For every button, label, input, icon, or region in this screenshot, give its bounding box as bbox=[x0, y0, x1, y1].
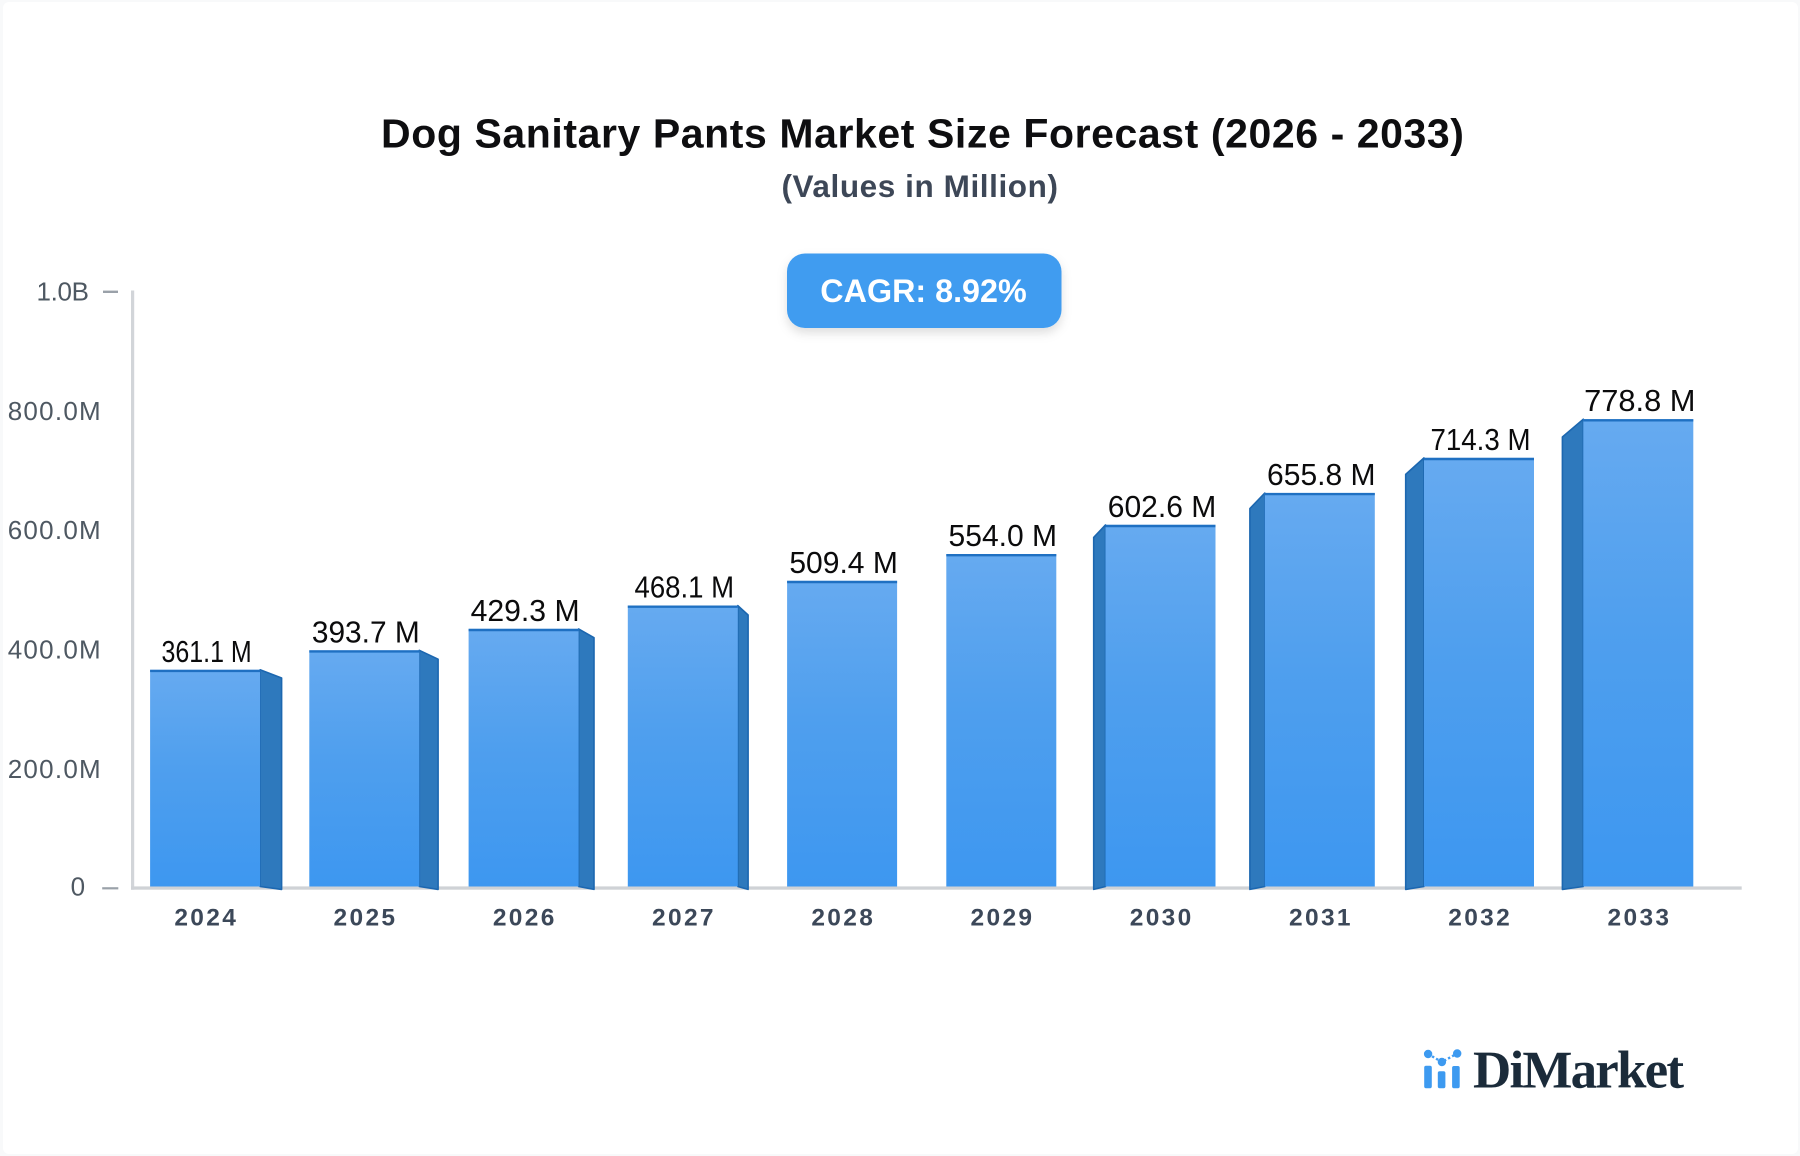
svg-text:393.7 M: 393.7 M bbox=[312, 614, 420, 649]
svg-text:554.0 M: 554.0 M bbox=[949, 518, 1058, 553]
svg-text:2029: 2029 bbox=[971, 905, 1033, 932]
svg-text:400.0M: 400.0M bbox=[8, 635, 101, 665]
svg-text:468.1 M: 468.1 M bbox=[635, 570, 735, 605]
svg-text:778.8 M: 778.8 M bbox=[1584, 383, 1695, 418]
svg-text:2032: 2032 bbox=[1448, 905, 1510, 932]
svg-text:2028: 2028 bbox=[811, 905, 873, 932]
svg-text:1.0B: 1.0B bbox=[37, 276, 90, 306]
svg-text:600.0M: 600.0M bbox=[8, 515, 101, 545]
svg-text:2031: 2031 bbox=[1289, 905, 1351, 932]
svg-text:2033: 2033 bbox=[1608, 905, 1670, 932]
svg-text:509.4 M: 509.4 M bbox=[789, 545, 898, 580]
svg-text:655.8 M: 655.8 M bbox=[1267, 457, 1376, 492]
svg-text:800.0M: 800.0M bbox=[8, 396, 101, 426]
svg-text:DiMarket: DiMarket bbox=[1473, 1042, 1684, 1100]
svg-text:429.3 M: 429.3 M bbox=[471, 593, 580, 628]
svg-text:2030: 2030 bbox=[1130, 905, 1192, 932]
svg-text:200.0M: 200.0M bbox=[8, 754, 101, 784]
svg-text:(Values in Million): (Values in Million) bbox=[781, 168, 1058, 204]
svg-text:Dog Sanitary Pants Market Size: Dog Sanitary Pants Market Size Forecast … bbox=[381, 111, 1465, 157]
svg-text:714.3 M: 714.3 M bbox=[1431, 422, 1531, 457]
svg-text:602.6 M: 602.6 M bbox=[1108, 489, 1217, 524]
svg-text:361.1 M: 361.1 M bbox=[162, 634, 252, 669]
svg-text:2025: 2025 bbox=[334, 905, 396, 932]
svg-text:0: 0 bbox=[71, 872, 85, 902]
svg-text:2024: 2024 bbox=[174, 905, 236, 932]
svg-text:2027: 2027 bbox=[652, 905, 714, 932]
svg-text:CAGR: 8.92%: CAGR: 8.92% bbox=[820, 273, 1026, 309]
svg-text:2026: 2026 bbox=[493, 905, 555, 932]
